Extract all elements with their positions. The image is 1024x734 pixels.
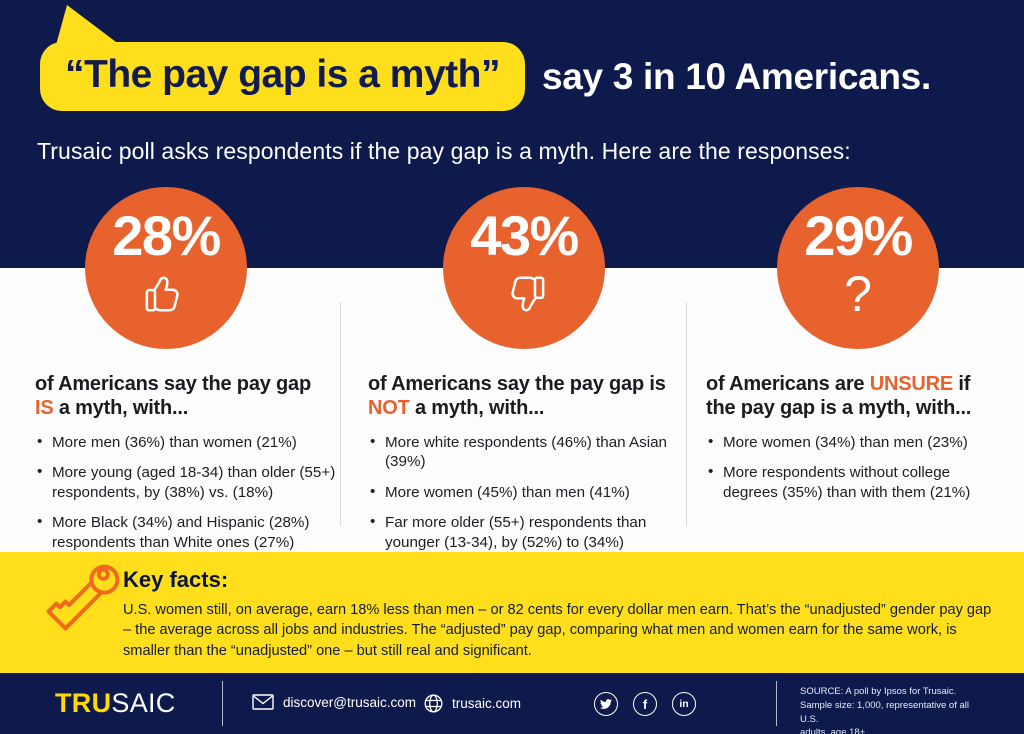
heading-mid: if xyxy=(952,373,971,395)
trusaic-logo: TRUSAIC xyxy=(55,688,176,719)
bullet-list: More men (36%) than women (21%) More you… xyxy=(35,432,341,552)
heading-post: a myth, with... xyxy=(409,397,545,420)
column-divider xyxy=(340,302,341,526)
bullet-item: More Black (34%) and Hispanic (28%) resp… xyxy=(35,512,341,552)
heading-post: the pay gap is a myth, with... xyxy=(706,397,972,420)
bullet-list: More white respondents (46%) than Asian … xyxy=(368,432,674,552)
heading-pre: of Americans say the pay gap xyxy=(35,373,311,395)
bullet-item: More white respondents (46%) than Asian … xyxy=(368,432,674,472)
email-text: discover@trusaic.com xyxy=(283,694,416,710)
column-heading: of Americans are UNSURE if the pay gap i… xyxy=(706,372,1002,421)
key-facts-body: U.S. women still, on average, earn 18% l… xyxy=(123,602,992,659)
thumbs-up-icon xyxy=(142,268,190,320)
source-note: SOURCE: A poll by Ipsos for Trusaic. Sam… xyxy=(800,685,990,734)
percent-value: 29% xyxy=(804,204,913,267)
headline-row: “The pay gap is a myth” say 3 in 10 Amer… xyxy=(40,42,931,111)
column-unsure: of Americans are UNSURE if the pay gap i… xyxy=(706,372,1002,513)
stat-circle-not-myth: 43% xyxy=(443,187,605,349)
twitter-icon[interactable] xyxy=(594,692,618,716)
column-not-myth: of Americans say the pay gap is NOT a my… xyxy=(368,372,674,563)
column-is-myth: of Americans say the pay gap IS a myth, … xyxy=(35,372,341,563)
stat-circle-is-myth: 28% xyxy=(85,187,247,349)
source-line: adults, age 18+. xyxy=(800,727,868,734)
headline-suffix: say 3 in 10 Americans. xyxy=(541,55,931,97)
key-facts-title: Key facts: xyxy=(123,567,229,592)
percent-value: 43% xyxy=(470,204,579,267)
heading-accent: NOT xyxy=(368,397,410,420)
poll-subtitle: Trusaic poll asks respondents if the pay… xyxy=(37,138,851,164)
facebook-icon[interactable]: f xyxy=(633,692,657,716)
heading-pre: of Americans are xyxy=(706,373,870,395)
column-heading: of Americans say the pay gap IS a myth, … xyxy=(35,372,341,421)
speech-bubble: “The pay gap is a myth” xyxy=(40,42,525,111)
key-facts-band: Key facts: U.S. women still, on average,… xyxy=(0,552,1024,673)
linkedin-icon[interactable]: in xyxy=(672,692,696,716)
website-link[interactable]: trusaic.com xyxy=(424,694,521,713)
heading-post: a myth, with... xyxy=(53,397,189,420)
bullet-item: More young (aged 18-34) than older (55+)… xyxy=(35,462,341,502)
bullet-item: More women (45%) than men (41%) xyxy=(368,482,674,502)
column-divider xyxy=(686,302,687,526)
website-text: trusaic.com xyxy=(452,696,522,711)
footer-divider xyxy=(222,681,223,726)
logo-part2: SAIC xyxy=(111,688,176,718)
globe-icon xyxy=(424,694,443,713)
percent-value: 28% xyxy=(112,204,221,267)
envelope-icon xyxy=(252,694,274,710)
bullet-item: More men (36%) than women (21%) xyxy=(35,432,341,452)
source-line: SOURCE: A poll by Ipsos for Trusaic. xyxy=(800,686,957,697)
footer-band: TRUSAIC discover@trusaic.com trusaic.com… xyxy=(0,673,1024,734)
bullet-item: Far more older (55+) respondents than yo… xyxy=(368,512,674,552)
thumbs-down-icon xyxy=(500,268,548,320)
email-link[interactable]: discover@trusaic.com xyxy=(252,694,416,710)
heading-accent: UNSURE xyxy=(869,373,953,395)
heading-accent: IS xyxy=(35,397,54,420)
stat-circle-unsure: 29% ? xyxy=(777,187,939,349)
footer-divider xyxy=(776,681,777,726)
logo-part1: TRU xyxy=(55,688,112,718)
source-line: Sample size: 1,000, representative of al… xyxy=(800,699,969,725)
quote-text: “The pay gap is a myth” xyxy=(65,53,500,96)
speech-bubble-tail-icon xyxy=(56,5,120,45)
column-heading: of Americans say the pay gap is NOT a my… xyxy=(368,372,674,421)
question-mark-icon: ? xyxy=(844,265,872,322)
bullet-list: More women (34%) than men (23%) More res… xyxy=(706,432,1002,502)
bullet-item: More respondents without college degrees… xyxy=(706,462,1002,502)
key-icon xyxy=(44,553,135,644)
heading-pre: of Americans say the pay gap is xyxy=(368,373,666,395)
results-section: 28% 43% 29% ? xyxy=(0,187,1024,552)
bullet-item: More women (34%) than men (23%) xyxy=(706,432,1002,452)
